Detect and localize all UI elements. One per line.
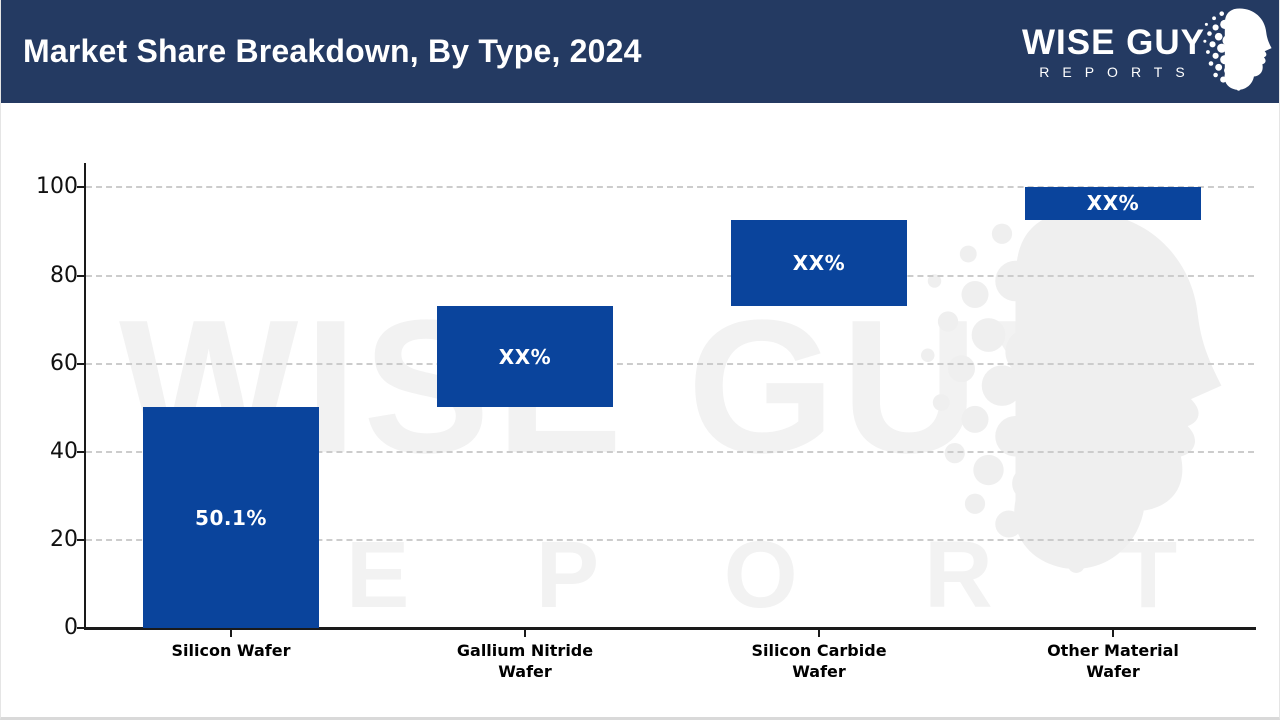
bar-segment: XX% bbox=[1025, 187, 1201, 220]
x-tick-mark bbox=[1112, 628, 1114, 637]
x-category-label-line: Wafer bbox=[1086, 662, 1140, 681]
x-category-label-line: Silicon Wafer bbox=[171, 641, 291, 660]
x-category-label-line: Other Material bbox=[1047, 641, 1179, 660]
y-axis-line bbox=[84, 163, 86, 630]
header-bar: Market Share Breakdown, By Type, 2024 WI… bbox=[1, 0, 1279, 103]
y-tick-mark bbox=[77, 538, 86, 541]
bar-segment: XX% bbox=[437, 306, 613, 408]
y-tick-mark bbox=[77, 450, 86, 453]
bar-value-label: 50.1% bbox=[195, 505, 267, 530]
page-title: Market Share Breakdown, By Type, 2024 bbox=[23, 33, 642, 69]
wise-guy-reports-logo: WISE GUY REPORTS bbox=[1022, 4, 1273, 100]
x-axis-line bbox=[84, 627, 1256, 630]
bar-value-label: XX% bbox=[498, 344, 552, 369]
y-tick-label: 60 bbox=[50, 350, 78, 376]
gridline bbox=[86, 450, 1254, 453]
y-tick-mark bbox=[77, 274, 86, 277]
y-tick-label: 100 bbox=[36, 174, 78, 200]
y-tick-mark bbox=[77, 362, 86, 365]
y-tick-label: 80 bbox=[50, 262, 78, 288]
bar-value-label: XX% bbox=[792, 250, 846, 275]
gridline bbox=[86, 274, 1254, 277]
y-tick-label: 40 bbox=[50, 438, 78, 464]
bar-value-label: XX% bbox=[1086, 191, 1140, 216]
bar-segment: 50.1% bbox=[143, 407, 319, 628]
y-tick-mark bbox=[77, 186, 86, 189]
gridline bbox=[86, 186, 1254, 189]
y-tick-mark bbox=[77, 627, 86, 629]
dotted-head-profile-icon bbox=[1195, 6, 1273, 98]
logo-sub-text: REPORTS bbox=[1039, 64, 1198, 80]
logo-text: WISE GUY REPORTS bbox=[1021, 23, 1205, 81]
x-tick-mark bbox=[818, 628, 820, 637]
x-category-label-line: Wafer bbox=[792, 662, 846, 681]
x-category-label: Silicon Wafer bbox=[101, 640, 361, 661]
x-category-label: Other Material Wafer bbox=[983, 640, 1243, 682]
x-tick-mark bbox=[230, 628, 232, 637]
x-category-label-line: Wafer bbox=[498, 662, 552, 681]
y-tick-label: 20 bbox=[50, 526, 78, 552]
gridline bbox=[86, 362, 1254, 365]
x-category-label-line: Gallium Nitride bbox=[456, 641, 594, 660]
x-category-label-line: Silicon Carbide bbox=[751, 641, 887, 660]
x-category-label: Gallium Nitride Wafer bbox=[395, 640, 655, 682]
gridline bbox=[86, 538, 1254, 541]
x-tick-mark bbox=[524, 628, 526, 637]
y-tick-label: 0 bbox=[64, 615, 78, 640]
bar-segment: XX% bbox=[731, 219, 907, 307]
logo-name-text: WISE GUY bbox=[1021, 23, 1205, 62]
x-category-label: Silicon Carbide Wafer bbox=[689, 640, 949, 682]
